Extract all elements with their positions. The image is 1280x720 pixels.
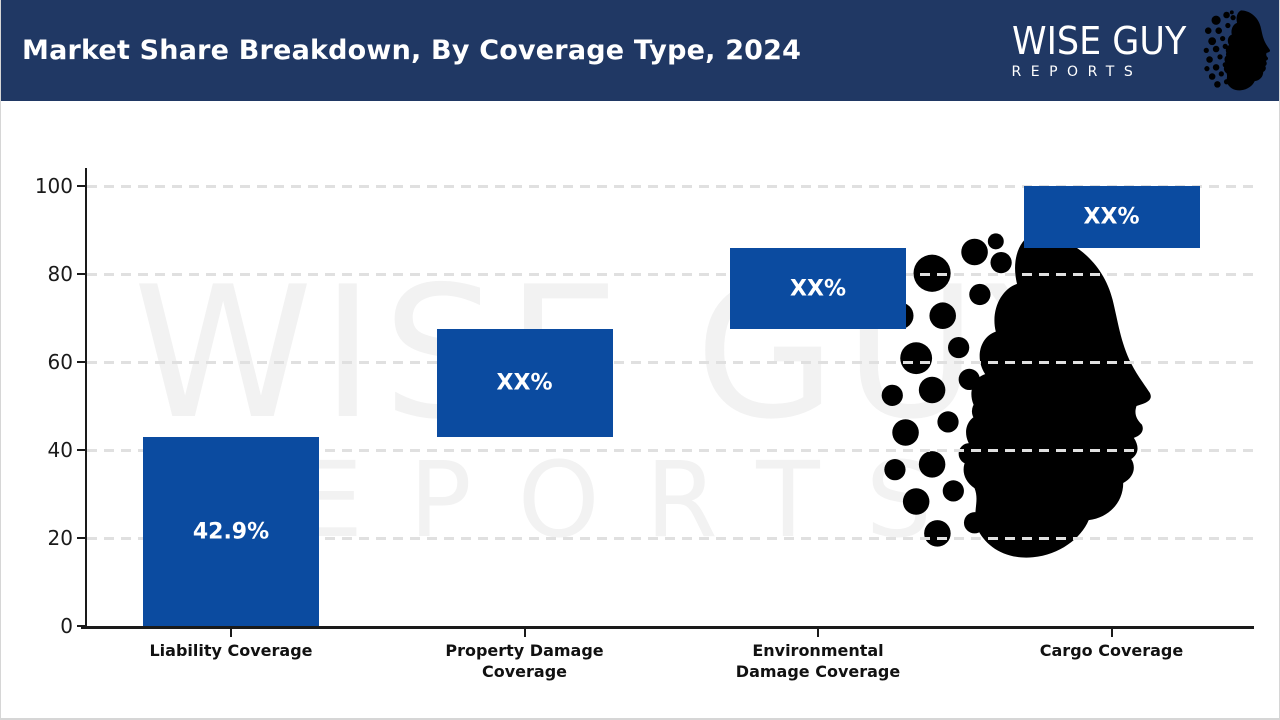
y-tick-label: 100 [34,174,73,198]
y-axis-line [85,168,87,629]
bar [143,437,319,626]
page-title: Market Share Breakdown, By Coverage Type… [22,35,802,66]
x-axis-tick [230,629,232,637]
logo-subtext: REPORTS [1011,63,1143,80]
x-axis-tick [817,629,819,637]
gridline [87,185,1254,188]
y-tick-label: 20 [47,526,73,550]
bar-value-label: 42.9% [192,519,270,545]
bar [730,248,906,330]
x-category-label: Liability Coverage [149,641,313,660]
header: Market Share Breakdown, By Coverage Type… [1,0,1279,101]
bar-value-label: XX% [790,276,846,302]
wise-guy-head-icon [1203,7,1275,95]
x-axis-line [81,626,1254,629]
x-category-label: Environmental Damage Coverage [735,641,901,681]
y-axis-tick [77,537,85,539]
x-category-label: Property Damage Coverage [445,641,604,681]
y-axis-tick [77,361,85,363]
logo-text: WISE GUY REPORTS [1012,21,1201,81]
bar-value-label: XX% [496,370,553,396]
gridline [87,361,1254,364]
y-axis-tick [77,185,85,187]
x-axis-tick [1110,629,1113,637]
gridline [87,449,1254,452]
gridline [87,273,1254,276]
y-axis-tick [77,273,85,275]
y-tick-label: 0 [60,614,73,638]
y-tick-label: 80 [47,262,73,286]
bar-value-label: XX% [1083,204,1140,230]
wise-guy-logo: WISE GUY REPORTS [1012,4,1275,97]
x-category-label: Cargo Coverage [1039,641,1184,660]
y-tick-label: 60 [47,350,73,374]
x-axis-tick [523,629,526,637]
bar [436,329,613,438]
logo-wordmark: WISE GUY [1011,18,1186,63]
y-tick-label: 40 [47,438,73,462]
y-axis-tick [77,449,85,451]
gridline [87,537,1254,540]
